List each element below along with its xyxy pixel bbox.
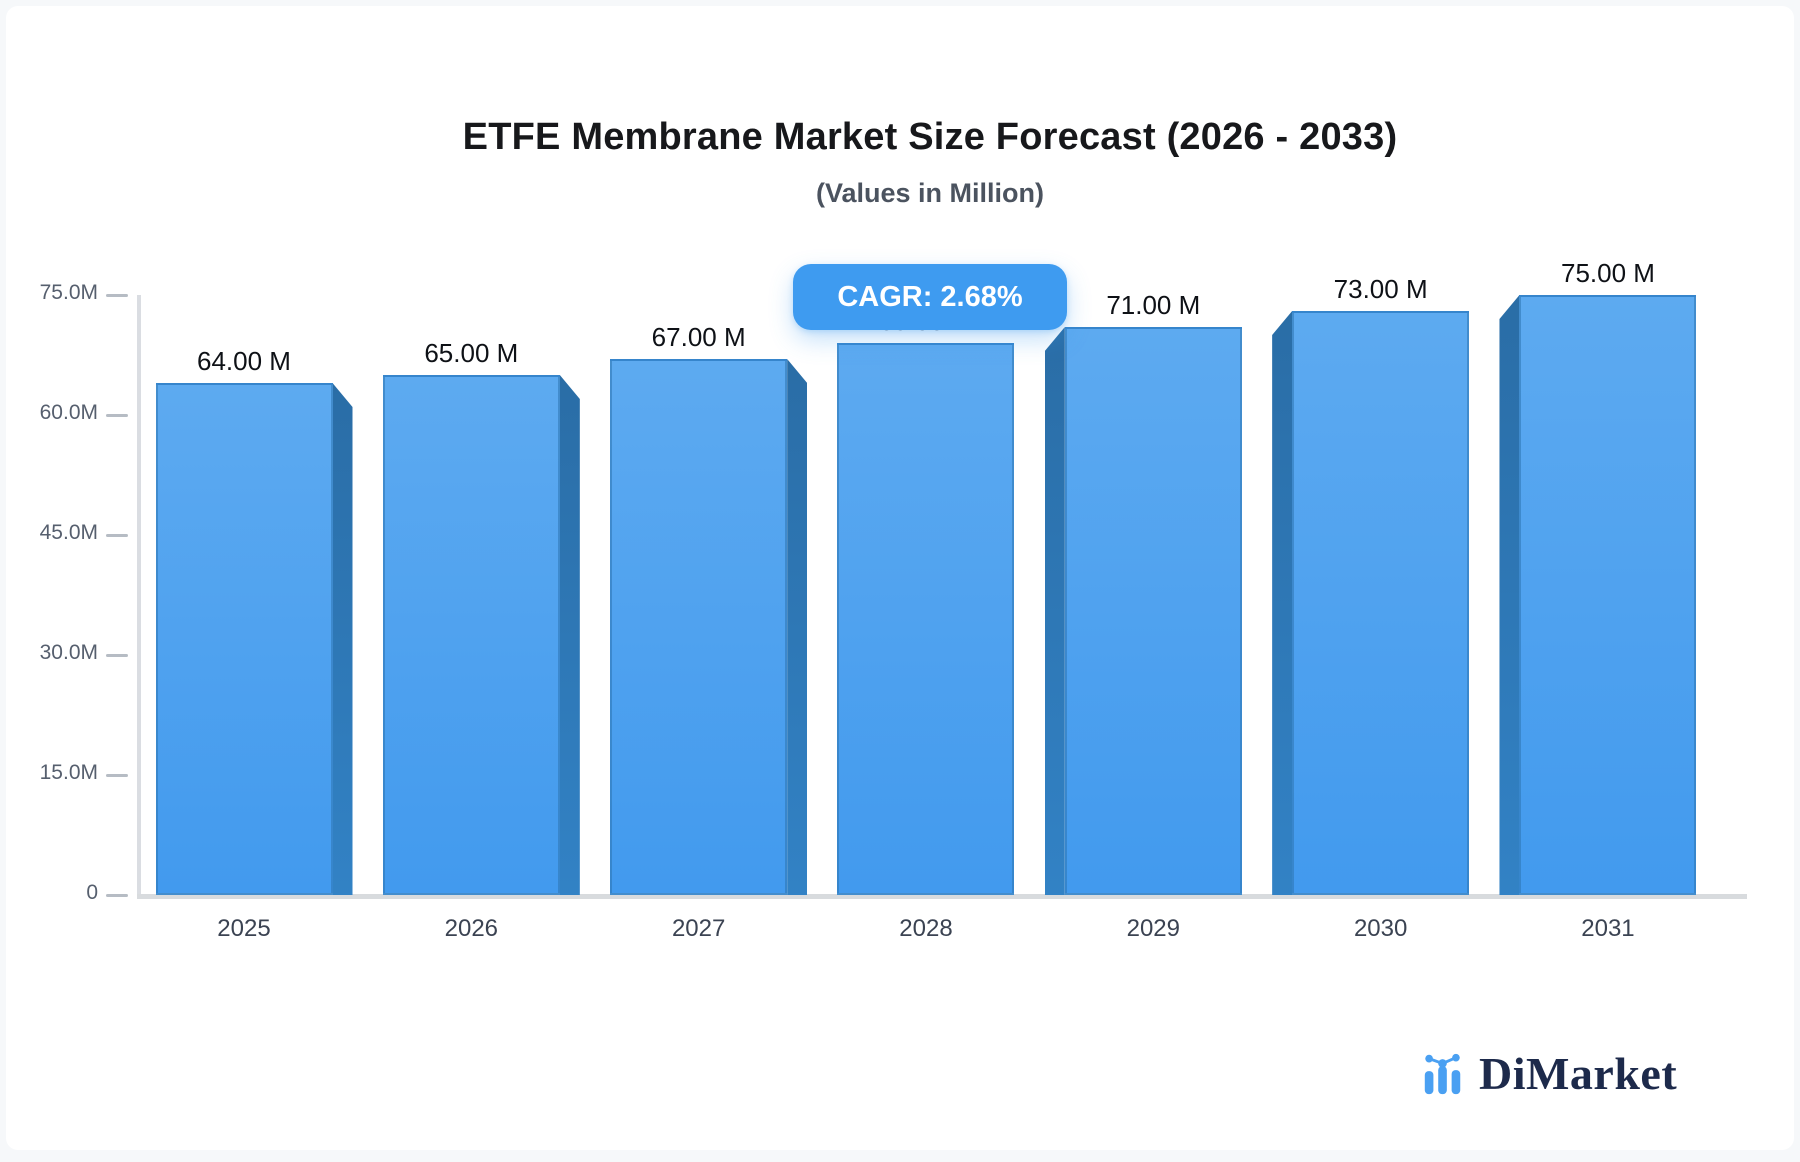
bar-fill[interactable] — [837, 343, 1015, 895]
chart-title: ETFE Membrane Market Size Forecast (2026… — [462, 116, 1398, 158]
bar-fill[interactable] — [1292, 311, 1470, 895]
bar-side-face — [332, 383, 353, 895]
bar-fill[interactable] — [610, 359, 788, 895]
bar-fill[interactable] — [155, 383, 333, 895]
bar-side-face — [559, 375, 580, 895]
x-axis-line — [137, 894, 1747, 899]
y-tick-mark — [106, 414, 128, 417]
bar-fill[interactable] — [1064, 327, 1242, 895]
y-tick-label: 30.0M — [39, 641, 98, 664]
x-axis-label-2026: 2026 — [444, 915, 499, 942]
y-tick-mark — [106, 894, 128, 897]
bar-value-label: 75.00 M — [1560, 258, 1655, 288]
brand-logo: DiMarket — [1420, 1044, 1677, 1102]
chart-card: ETFE Membrane Market Size Forecast (2026… — [6, 6, 1794, 1150]
bar-side-face — [1272, 311, 1293, 895]
y-tick-label: 45.0M — [39, 521, 98, 544]
bar-value-label: 65.00 M — [424, 338, 519, 368]
bar-column-2026[interactable] — [382, 375, 580, 895]
bar-value-label: 71.00 M — [1106, 290, 1201, 320]
bar-side-face — [1044, 327, 1065, 895]
bar-value-label: 64.00 M — [197, 346, 291, 376]
bar-side-face — [1499, 295, 1520, 895]
y-tick-mark — [106, 294, 128, 297]
bar-column-2027[interactable] — [610, 359, 808, 895]
y-tick-label: 15.0M — [39, 761, 98, 784]
x-axis-label-2027: 2027 — [671, 915, 726, 942]
y-tick-label: 0 — [86, 881, 98, 904]
y-axis-line — [137, 295, 141, 899]
x-axis-label-2030: 2030 — [1353, 915, 1408, 942]
bar-column-2031[interactable] — [1499, 295, 1697, 895]
bar-column-2030[interactable] — [1272, 311, 1470, 895]
bar-fill[interactable] — [1519, 295, 1697, 895]
bar-column-2025[interactable] — [155, 383, 353, 895]
bar-value-label: 73.00 M — [1333, 274, 1428, 304]
y-tick-label: 60.0M — [39, 401, 98, 424]
x-axis-label-2028: 2028 — [899, 915, 953, 942]
x-axis-label-2029: 2029 — [1126, 915, 1180, 942]
plot-area: 75.0M 60.0M 45.0M 30.0M 15.0M 0 64.00 M 65.00 … — [6, 6, 1800, 1162]
x-axis-label-2031: 2031 — [1581, 915, 1635, 942]
bar-value-label: 67.00 M — [651, 322, 746, 352]
y-tick-mark — [106, 534, 128, 537]
x-axis-label-2025: 2025 — [217, 915, 271, 942]
y-tick-mark — [106, 654, 128, 657]
chart-subtitle: (Values in Million) — [815, 178, 1045, 208]
bar-column-2028[interactable] — [837, 343, 1015, 895]
y-tick-mark — [106, 774, 128, 777]
bar-chart-logo-icon — [1420, 1050, 1466, 1096]
bar-fill[interactable] — [382, 375, 560, 895]
bar-side-face — [787, 359, 808, 895]
bar-column-2029[interactable] — [1044, 327, 1242, 895]
cagr-badge: CAGR: 2.68% — [793, 264, 1067, 330]
brand-name: DiMarket — [1479, 1047, 1678, 1099]
y-tick-label: 75.0M — [39, 281, 98, 304]
